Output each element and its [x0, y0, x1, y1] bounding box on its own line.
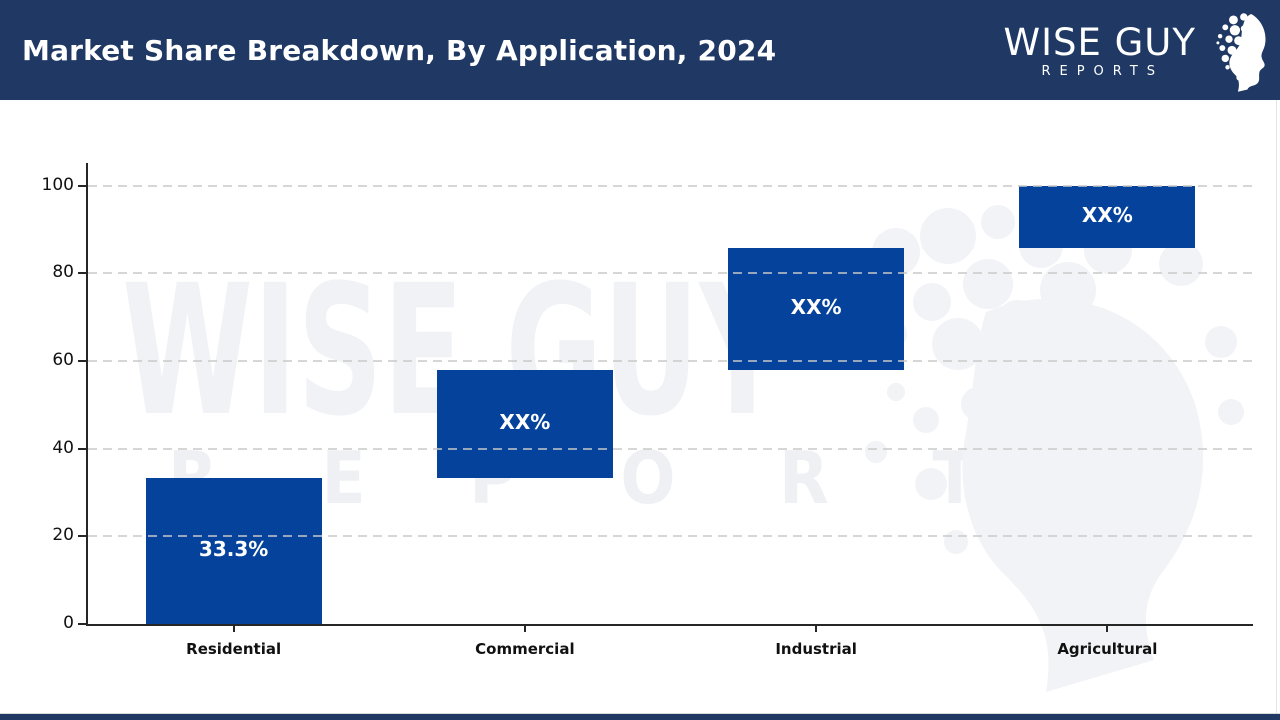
- x-tick: [523, 624, 526, 632]
- y-tick-label: 40: [52, 437, 74, 458]
- bar-value-label: XX%: [499, 409, 551, 434]
- logo-text: WISE GUY REPORTS: [1004, 24, 1196, 79]
- logo-wordmark: WISE GUY: [1003, 20, 1196, 64]
- wise-guy-reports-logo: WISE GUY REPORTS: [1004, 6, 1266, 96]
- bar-value-label: 33.3%: [198, 536, 269, 561]
- bar-segment-commercial: [436, 369, 613, 478]
- category-label-agricultural: Agricultural: [1057, 640, 1158, 658]
- y-tick-label: 80: [52, 262, 74, 283]
- x-tick: [815, 624, 818, 632]
- chart-plot: 0 20 40 60 80 100 33.3% Residential XX% Commercia…: [0, 100, 1280, 713]
- footer-bar: [0, 713, 1280, 720]
- x-tick: [1106, 624, 1109, 632]
- y-tick-label: 0: [63, 613, 74, 633]
- y-tick: [78, 272, 86, 275]
- page-edge-divider: [1276, 100, 1277, 713]
- y-tick: [78, 184, 86, 187]
- header-bar: Market Share Breakdown, By Application, …: [0, 0, 1280, 100]
- gridline: [88, 535, 1253, 538]
- category-label-commercial: Commercial: [475, 640, 575, 658]
- page-title: Market Share Breakdown, By Application, …: [22, 33, 777, 67]
- y-tick-label: 60: [52, 349, 74, 370]
- gridline: [88, 359, 1253, 362]
- logo-subtitle: REPORTS: [1041, 63, 1165, 79]
- bar-value-label: XX%: [1081, 202, 1133, 227]
- dotted-head-icon: [1216, 13, 1266, 92]
- gridline: [88, 184, 1253, 187]
- bar-segment-residential: [145, 477, 322, 624]
- x-axis-line: [86, 624, 1253, 626]
- y-tick: [78, 447, 86, 450]
- y-tick: [78, 623, 86, 625]
- y-tick: [78, 535, 86, 538]
- y-tick-label: 100: [41, 174, 74, 195]
- y-tick-label: 20: [52, 525, 74, 546]
- gridline: [88, 272, 1253, 275]
- y-axis-line: [86, 163, 88, 626]
- x-tick: [232, 624, 235, 632]
- y-tick: [78, 359, 86, 362]
- bar-value-label: XX%: [790, 294, 842, 319]
- category-label-residential: Residential: [186, 640, 282, 658]
- category-label-industrial: Industrial: [775, 640, 857, 658]
- gridline: [88, 447, 1253, 450]
